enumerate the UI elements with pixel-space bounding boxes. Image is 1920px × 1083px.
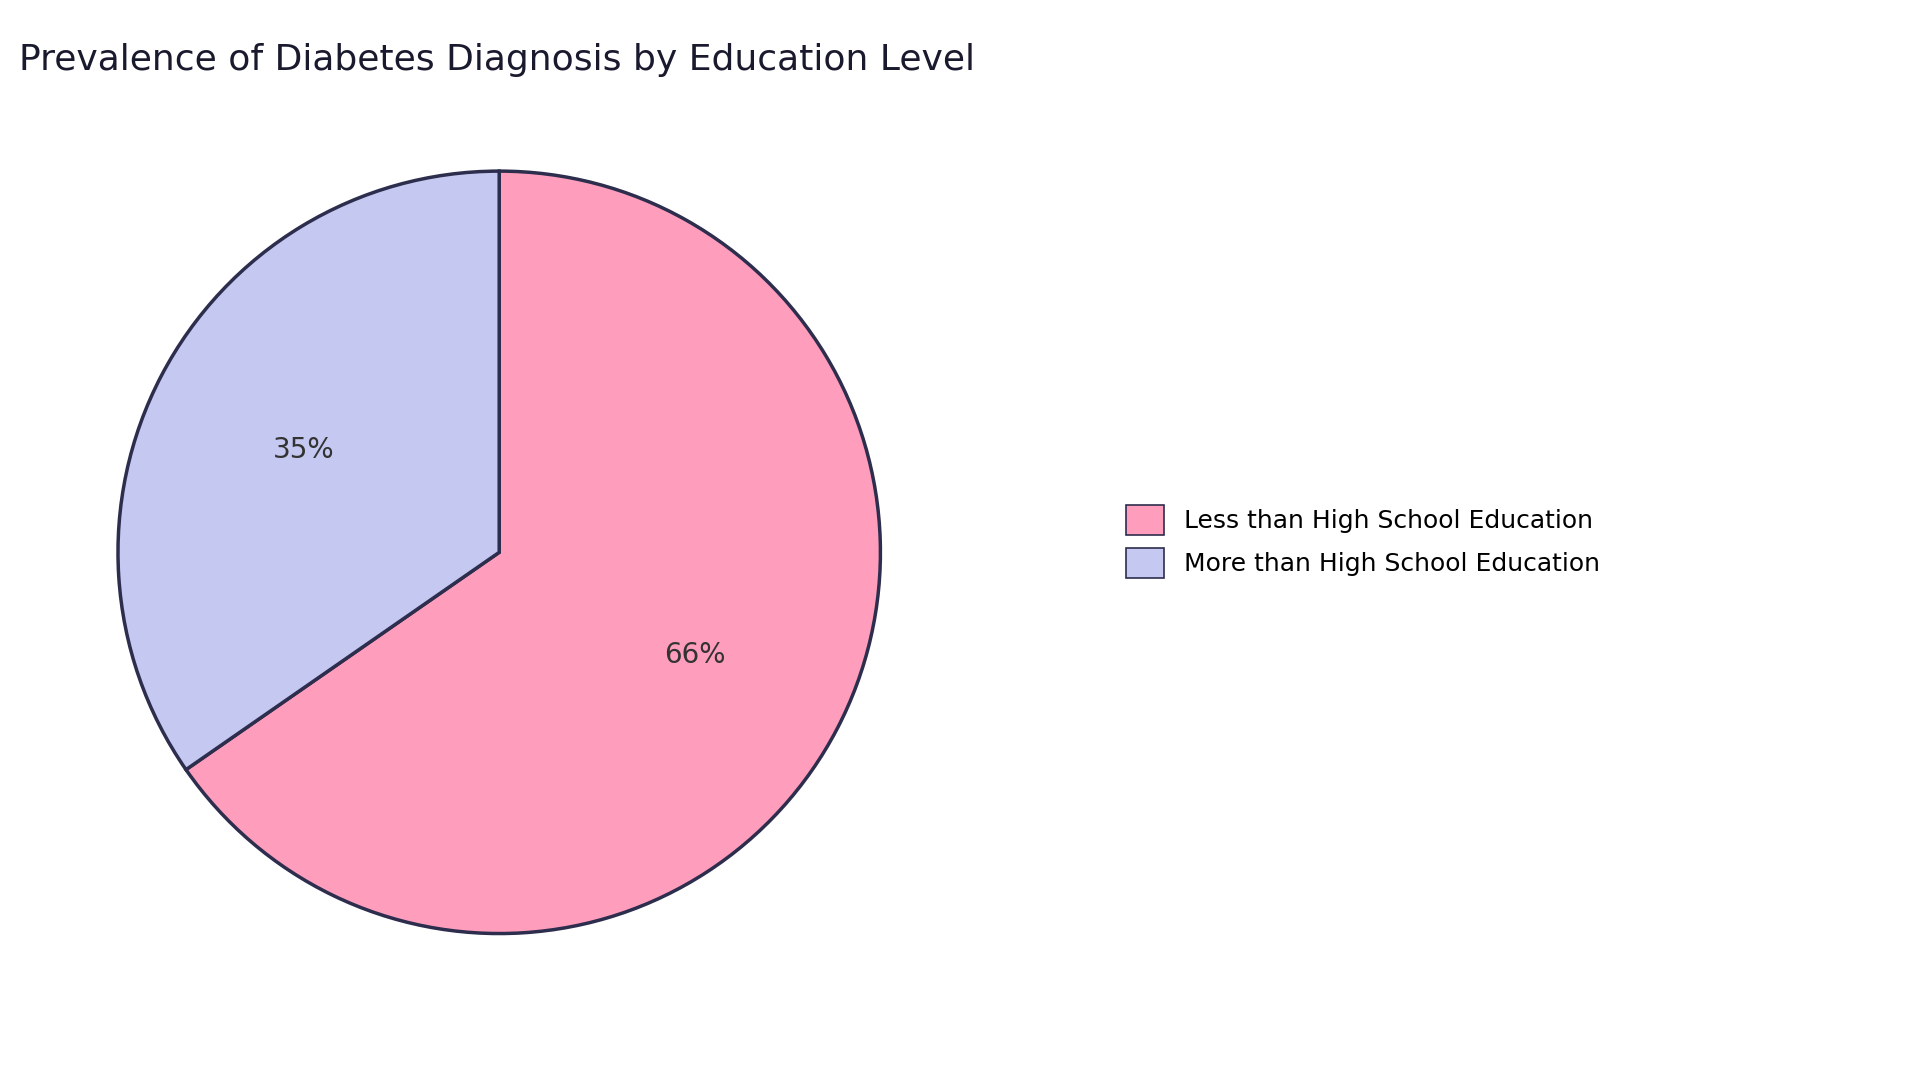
Text: 35%: 35% — [273, 435, 334, 464]
Wedge shape — [186, 171, 881, 934]
Legend: Less than High School Education, More than High School Education: Less than High School Education, More th… — [1127, 505, 1599, 578]
Text: Prevalence of Diabetes Diagnosis by Education Level: Prevalence of Diabetes Diagnosis by Educ… — [19, 43, 975, 77]
Wedge shape — [117, 171, 499, 770]
Text: 66%: 66% — [664, 641, 726, 669]
